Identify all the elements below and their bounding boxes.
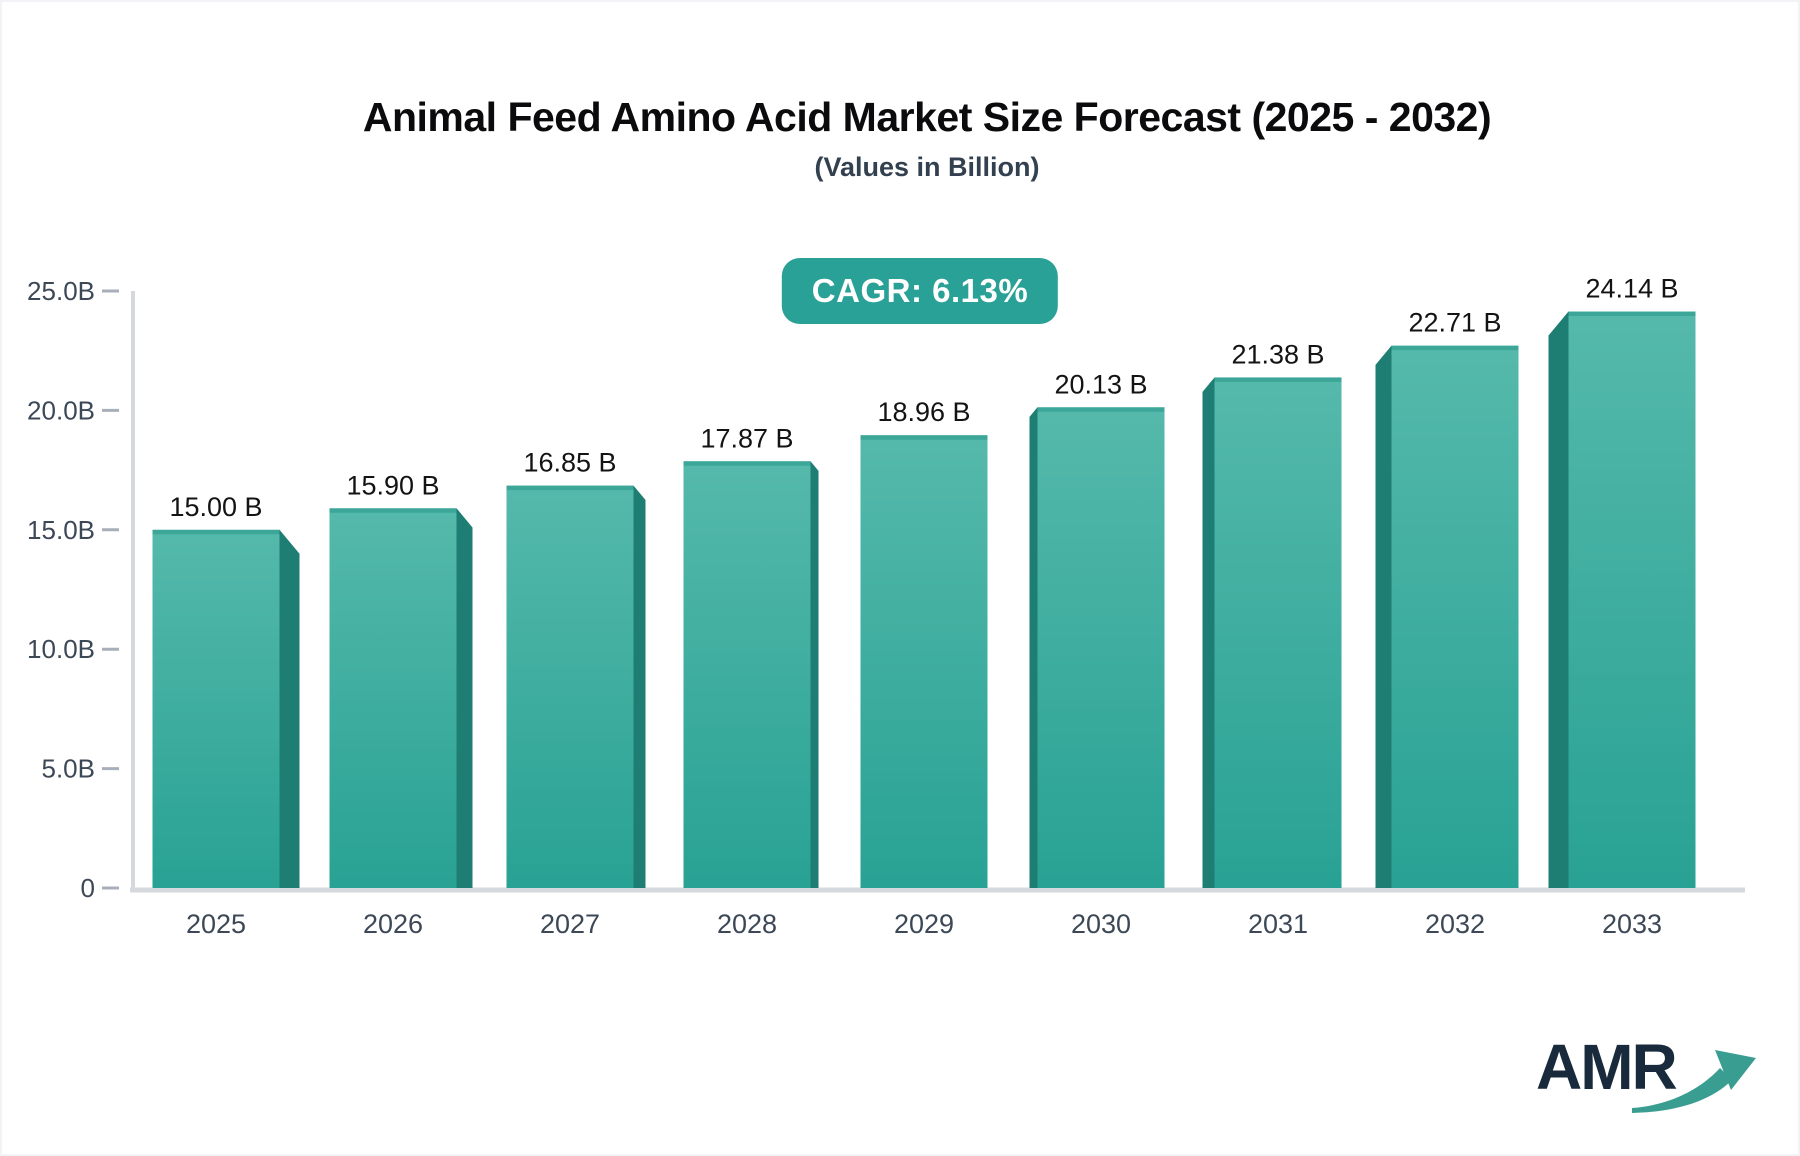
- y-tick-label-0: 0: [81, 873, 95, 903]
- bar-side-2026: [456, 508, 473, 888]
- x-tick-label-2029: 2029: [894, 909, 954, 939]
- bar-top-edge-2032: [1391, 345, 1519, 351]
- bar-2032[interactable]: [1391, 345, 1519, 889]
- bar-2030[interactable]: [1037, 407, 1165, 888]
- x-tick-label-2028: 2028: [717, 909, 777, 939]
- y-tick-label-25.0B: 25.0B: [27, 276, 95, 306]
- bar-side-2032: [1375, 345, 1392, 889]
- bar-side-2033: [1548, 311, 1569, 888]
- value-label-2033: 24.14 B: [1585, 274, 1678, 304]
- value-label-2029: 18.96 B: [877, 397, 970, 427]
- page-title: Animal Feed Amino Acid Market Size Forec…: [362, 94, 1492, 140]
- bar-top-edge-2029: [860, 435, 988, 440]
- bar-top-edge-2026: [329, 508, 457, 513]
- y-tick-label-15.0B: 15.0B: [27, 515, 95, 545]
- cagr-badge: CAGR: 6.13%: [781, 258, 1059, 324]
- x-tick-label-2033: 2033: [1602, 909, 1662, 939]
- value-label-2028: 17.87 B: [700, 423, 793, 453]
- bar-top-edge-2031: [1214, 377, 1342, 382]
- y-tick-label-10.0B: 10.0B: [27, 634, 95, 664]
- bar-side-2030: [1029, 407, 1038, 888]
- y-tick-label-20.0B: 20.0B: [27, 395, 95, 425]
- value-label-2032: 22.71 B: [1408, 308, 1501, 338]
- bar-side-2031: [1202, 377, 1215, 888]
- x-tick-label-2027: 2027: [540, 909, 600, 939]
- bar-side-2025: [279, 529, 300, 888]
- bar-top-edge-2030: [1037, 407, 1165, 412]
- bar-2027[interactable]: [506, 485, 634, 888]
- value-label-2025: 15.00 B: [169, 492, 262, 522]
- value-label-2030: 20.13 B: [1054, 369, 1147, 399]
- value-label-2027: 16.85 B: [523, 448, 616, 478]
- amr-logo-text: AMR: [1536, 1031, 1678, 1103]
- bar-side-2027: [633, 485, 646, 888]
- x-tick-label-2032: 2032: [1425, 909, 1485, 939]
- y-tick-label-5.0B: 5.0B: [42, 754, 96, 784]
- page-subtitle: (Values in Billion): [814, 152, 1040, 182]
- value-label-2026: 15.90 B: [346, 470, 439, 500]
- bar-top-edge-2025: [152, 529, 280, 535]
- x-tick-label-2030: 2030: [1071, 909, 1131, 939]
- bar-2033[interactable]: [1568, 311, 1696, 888]
- bar-2029[interactable]: [860, 435, 988, 888]
- bar-2031[interactable]: [1214, 377, 1342, 888]
- bar-2025[interactable]: [152, 529, 280, 888]
- x-tick-label-2031: 2031: [1248, 909, 1308, 939]
- value-label-2031: 21.38 B: [1231, 339, 1324, 369]
- bar-top-edge-2027: [506, 485, 634, 491]
- bar-2026[interactable]: [329, 508, 457, 888]
- bar-top-edge-2033: [1568, 311, 1696, 317]
- bar-side-2028: [810, 461, 819, 888]
- amr-logo: AMR: [1530, 1028, 1770, 1120]
- bar-top-edge-2028: [683, 461, 811, 466]
- x-tick-label-2026: 2026: [363, 909, 423, 939]
- bar-2028[interactable]: [683, 461, 811, 888]
- x-tick-label-2025: 2025: [186, 909, 246, 939]
- growth-trend-arrow-icon: [1632, 1050, 1756, 1113]
